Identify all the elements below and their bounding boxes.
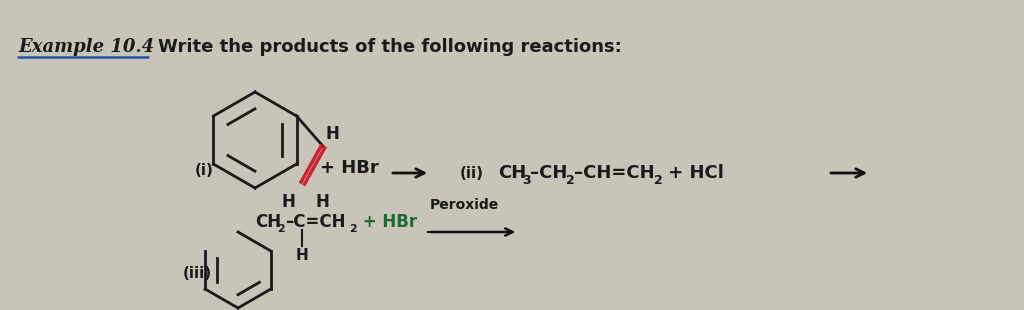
Text: –C=CH: –C=CH: [285, 213, 345, 231]
Text: Peroxide: Peroxide: [430, 198, 500, 212]
Text: + HBr: + HBr: [319, 159, 379, 177]
Text: Write the products of the following reactions:: Write the products of the following reac…: [158, 38, 622, 56]
Text: (ii): (ii): [460, 166, 484, 180]
Text: 2: 2: [654, 174, 663, 187]
Text: + HBr: + HBr: [357, 213, 417, 231]
Text: CH: CH: [255, 213, 282, 231]
Text: Example 10.4: Example 10.4: [18, 38, 155, 56]
Text: 2: 2: [566, 174, 574, 187]
Text: H: H: [296, 249, 308, 264]
Text: H: H: [326, 125, 340, 143]
Text: 2: 2: [349, 224, 356, 234]
Text: CH: CH: [498, 164, 526, 182]
Text: 2: 2: [278, 224, 285, 234]
Text: H: H: [282, 193, 296, 211]
Text: (i): (i): [195, 163, 214, 178]
Text: + HCl: + HCl: [662, 164, 724, 182]
Text: (iii): (iii): [183, 266, 212, 281]
Text: –CH: –CH: [530, 164, 567, 182]
Text: –CH=CH: –CH=CH: [574, 164, 654, 182]
Text: H: H: [315, 193, 330, 211]
Text: 3: 3: [522, 174, 530, 187]
